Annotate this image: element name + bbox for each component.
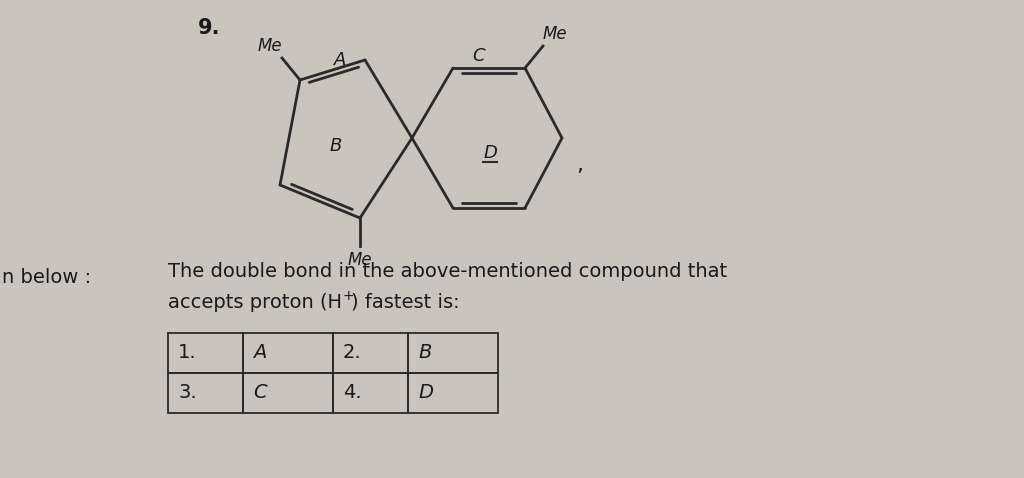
Text: C: C [473, 47, 485, 65]
Bar [408, 333, 498, 373]
Bar [408, 373, 498, 413]
Text: n below :: n below : [2, 268, 91, 287]
Bar [333, 373, 408, 413]
Text: Me: Me [543, 25, 567, 43]
Text: Me: Me [258, 37, 283, 55]
Text: ) fastest is:: ) fastest is: [351, 293, 460, 312]
Text: 1.: 1. [178, 344, 197, 362]
Text: 2.: 2. [343, 344, 361, 362]
Text: ,: , [577, 155, 584, 175]
Text: C: C [253, 383, 266, 402]
Bar [243, 373, 333, 413]
Text: 9.: 9. [198, 18, 220, 38]
Text: The double bond in the above-mentioned compound that: The double bond in the above-mentioned c… [168, 262, 727, 281]
Bar [168, 333, 243, 373]
Text: +: + [343, 289, 354, 303]
Text: D: D [483, 144, 498, 162]
Text: A: A [253, 344, 266, 362]
Bar [333, 333, 408, 373]
Text: Me: Me [348, 251, 373, 269]
Text: 4.: 4. [343, 383, 361, 402]
Text: accepts proton (H: accepts proton (H [168, 293, 342, 312]
Text: B: B [329, 137, 342, 155]
Bar [168, 373, 243, 413]
Text: A: A [334, 51, 347, 69]
Text: D: D [418, 383, 433, 402]
Text: 3.: 3. [178, 383, 197, 402]
Bar [243, 333, 333, 373]
Text: B: B [418, 344, 431, 362]
